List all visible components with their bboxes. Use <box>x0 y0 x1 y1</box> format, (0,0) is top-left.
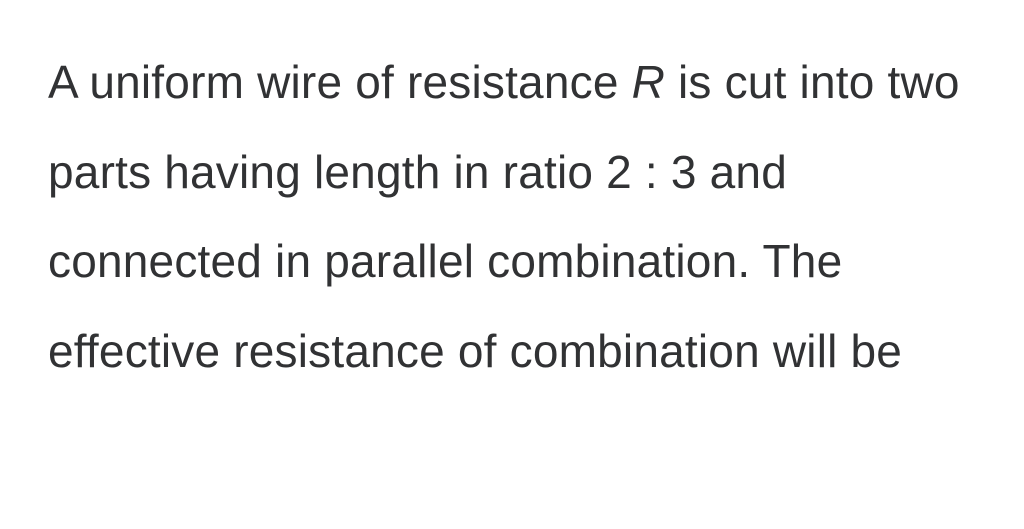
question-variable: R <box>632 56 665 108</box>
question-text: A uniform wire of resistance R is cut in… <box>48 38 976 397</box>
question-page: A uniform wire of resistance R is cut in… <box>0 0 1024 529</box>
question-segment: A uniform wire of resistance <box>48 56 632 108</box>
